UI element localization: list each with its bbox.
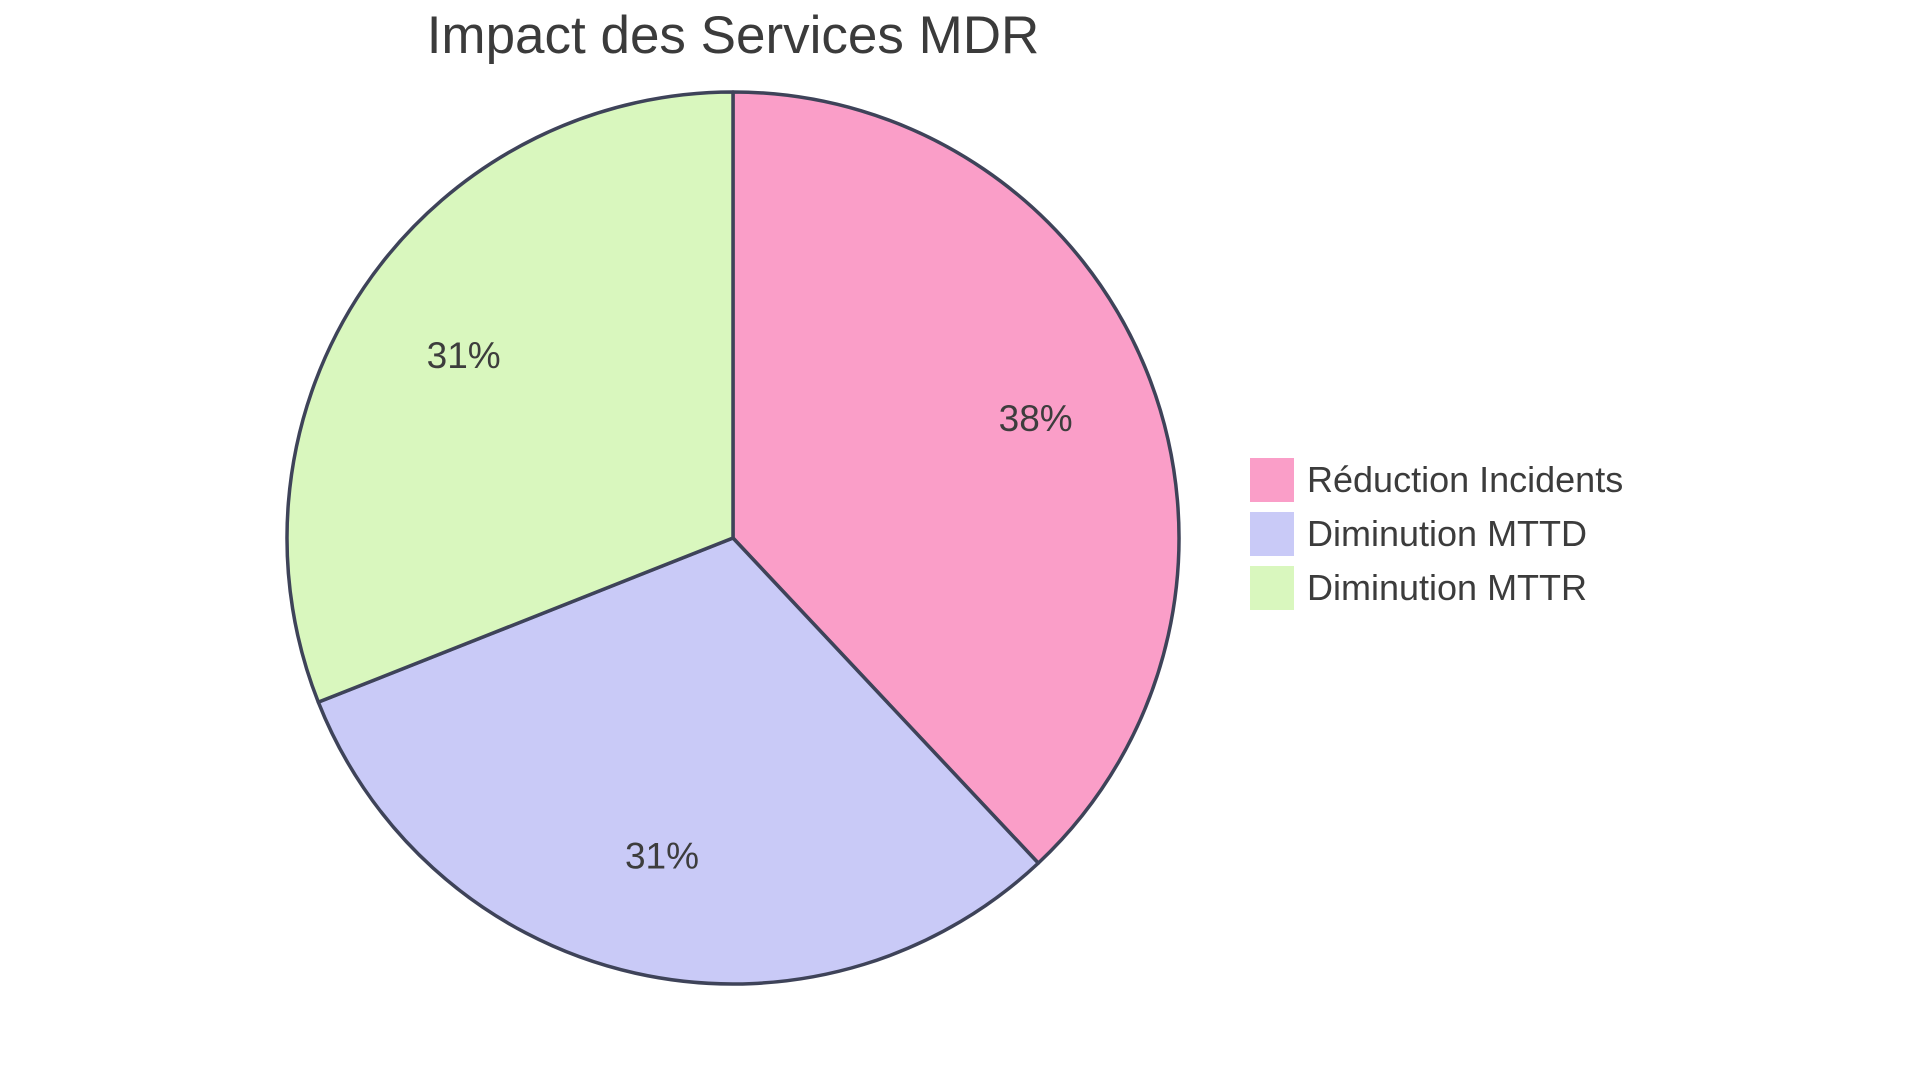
legend-label: Diminution MTTD <box>1307 513 1588 554</box>
legend-swatch-icon <box>1250 566 1294 610</box>
pie-slice-2[interactable] <box>285 90 735 704</box>
pie-slice-0[interactable] <box>731 90 1181 865</box>
legend-swatch-icon <box>1250 512 1294 556</box>
slice-percent-label-1: 31% <box>625 836 699 877</box>
legend-item-diminution-mttr[interactable]: Diminution MTTR <box>1250 566 1623 610</box>
chart-title: Impact des Services MDR <box>426 6 1040 65</box>
legend: Réduction Incidents Diminution MTTD Dimi… <box>1250 458 1623 620</box>
slice-percent-label-2: 31% <box>427 335 501 376</box>
legend-label: Réduction Incidents <box>1307 459 1624 500</box>
legend-item-diminution-mttd[interactable]: Diminution MTTD <box>1250 512 1623 556</box>
legend-item-reduction-incidents[interactable]: Réduction Incidents <box>1250 458 1623 502</box>
pie-slice-1[interactable] <box>316 536 1041 986</box>
legend-label: Diminution MTTR <box>1307 567 1588 608</box>
slice-percent-label-0: 38% <box>999 398 1073 439</box>
legend-swatch-icon <box>1250 458 1294 502</box>
